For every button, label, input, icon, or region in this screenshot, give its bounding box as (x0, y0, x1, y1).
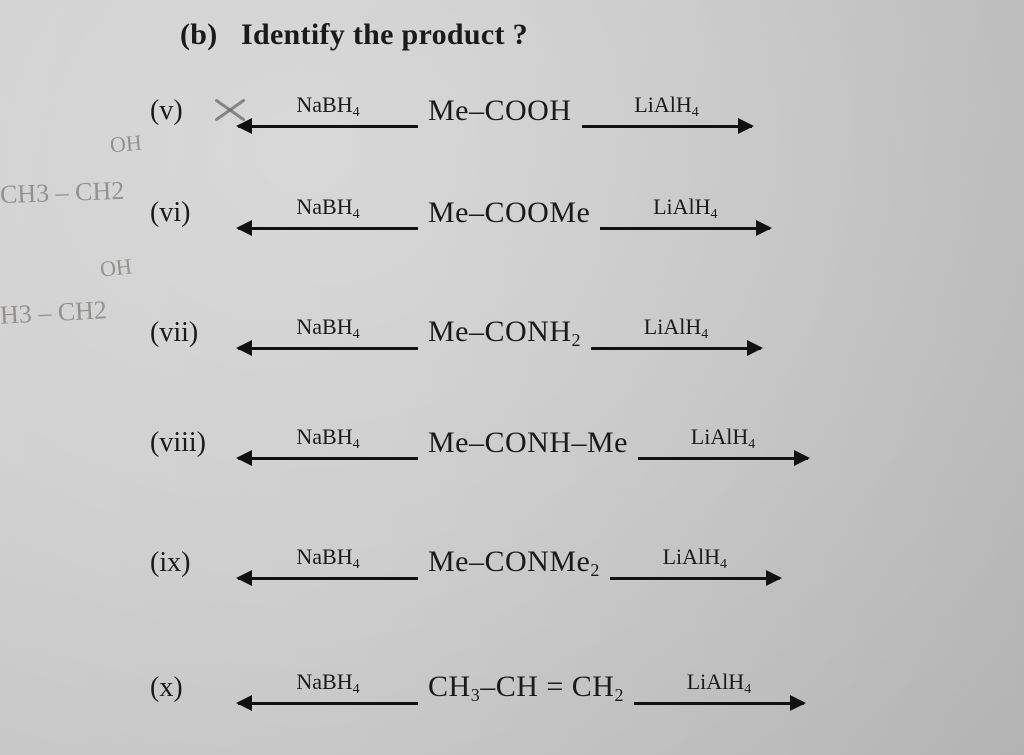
left-arrow: NaBH4 (238, 94, 418, 128)
arrow-right-icon (591, 347, 761, 350)
arrow-right-icon (582, 125, 752, 128)
arrow-left-icon (238, 577, 418, 580)
row-label: (x) (150, 672, 234, 704)
heading-label: (b) (180, 18, 218, 51)
reagent-right: LiAlH4 (687, 669, 751, 698)
reaction-row-vi: (vi) NaBH4 Me–COOMe LiAlH4 (150, 180, 774, 245)
molecule: Me–CONH–Me (422, 426, 634, 460)
pencil-note: OH (109, 130, 143, 159)
left-arrow: NaBH4 (238, 316, 418, 350)
molecule: Me–COOH (422, 94, 578, 128)
reagent-right: LiAlH4 (663, 544, 727, 573)
left-arrow: NaBH4 (238, 546, 418, 580)
reagent-left: NaBH4 (296, 424, 359, 453)
reagent-left: NaBH4 (296, 194, 359, 223)
reaction-row-viii: (viii) NaBH4 Me–CONH–Me LiAlH4 (150, 410, 812, 475)
row-label: (ix) (150, 547, 234, 579)
reagent-left: NaBH4 (296, 544, 359, 573)
reagent-right: LiAlH4 (634, 92, 698, 121)
pencil-note: H3 – CH2 (0, 295, 108, 331)
right-arrow: LiAlH4 (638, 426, 808, 460)
reaction-row-v: (v) NaBH4 Me–COOH LiAlH4 (150, 78, 756, 143)
reaction-row-x: (x) NaBH4 CH3–CH = CH2 LiAlH4 (150, 655, 808, 720)
pencil-note: CH3 – CH2 (0, 176, 125, 210)
row-label: (vii) (150, 317, 234, 349)
reaction-row-ix: (ix) NaBH4 Me–CONMe2 LiAlH4 (150, 530, 784, 595)
reagent-left: NaBH4 (296, 92, 359, 121)
arrow-right-icon (610, 577, 780, 580)
reagent-left: NaBH4 (296, 314, 359, 343)
molecule: Me–CONH2 (422, 315, 587, 351)
left-arrow: NaBH4 (238, 196, 418, 230)
arrow-right-icon (638, 457, 808, 460)
molecule: Me–CONMe2 (422, 545, 606, 581)
arrow-left-icon (238, 347, 418, 350)
reagent-right: LiAlH4 (644, 314, 708, 343)
right-arrow: LiAlH4 (582, 94, 752, 128)
reaction-row-vii: (vii) NaBH4 Me–CONH2 LiAlH4 (150, 300, 765, 365)
right-arrow: LiAlH4 (591, 316, 761, 350)
arrow-right-icon (600, 227, 770, 230)
right-arrow: LiAlH4 (610, 546, 780, 580)
molecule: CH3–CH = CH2 (422, 670, 630, 706)
question-heading: (b) Identify the product ? (180, 18, 528, 52)
arrow-left-icon (238, 227, 418, 230)
right-arrow: LiAlH4 (600, 196, 770, 230)
reagent-right: LiAlH4 (653, 194, 717, 223)
right-arrow: LiAlH4 (634, 671, 804, 705)
reagent-left: NaBH4 (296, 669, 359, 698)
page-root: (b) Identify the product ? (v) NaBH4 Me–… (0, 0, 1024, 755)
arrow-left-icon (238, 702, 418, 705)
reagent-right: LiAlH4 (691, 424, 755, 453)
arrow-left-icon (238, 457, 418, 460)
row-label: (vi) (150, 197, 234, 229)
molecule: Me–COOMe (422, 196, 596, 230)
heading-text: Identify the product ? (241, 18, 528, 51)
row-label: (viii) (150, 427, 234, 459)
left-arrow: NaBH4 (238, 671, 418, 705)
pencil-note: OH (99, 253, 133, 282)
left-arrow: NaBH4 (238, 426, 418, 460)
arrow-right-icon (634, 702, 804, 705)
arrow-left-icon (238, 125, 418, 128)
